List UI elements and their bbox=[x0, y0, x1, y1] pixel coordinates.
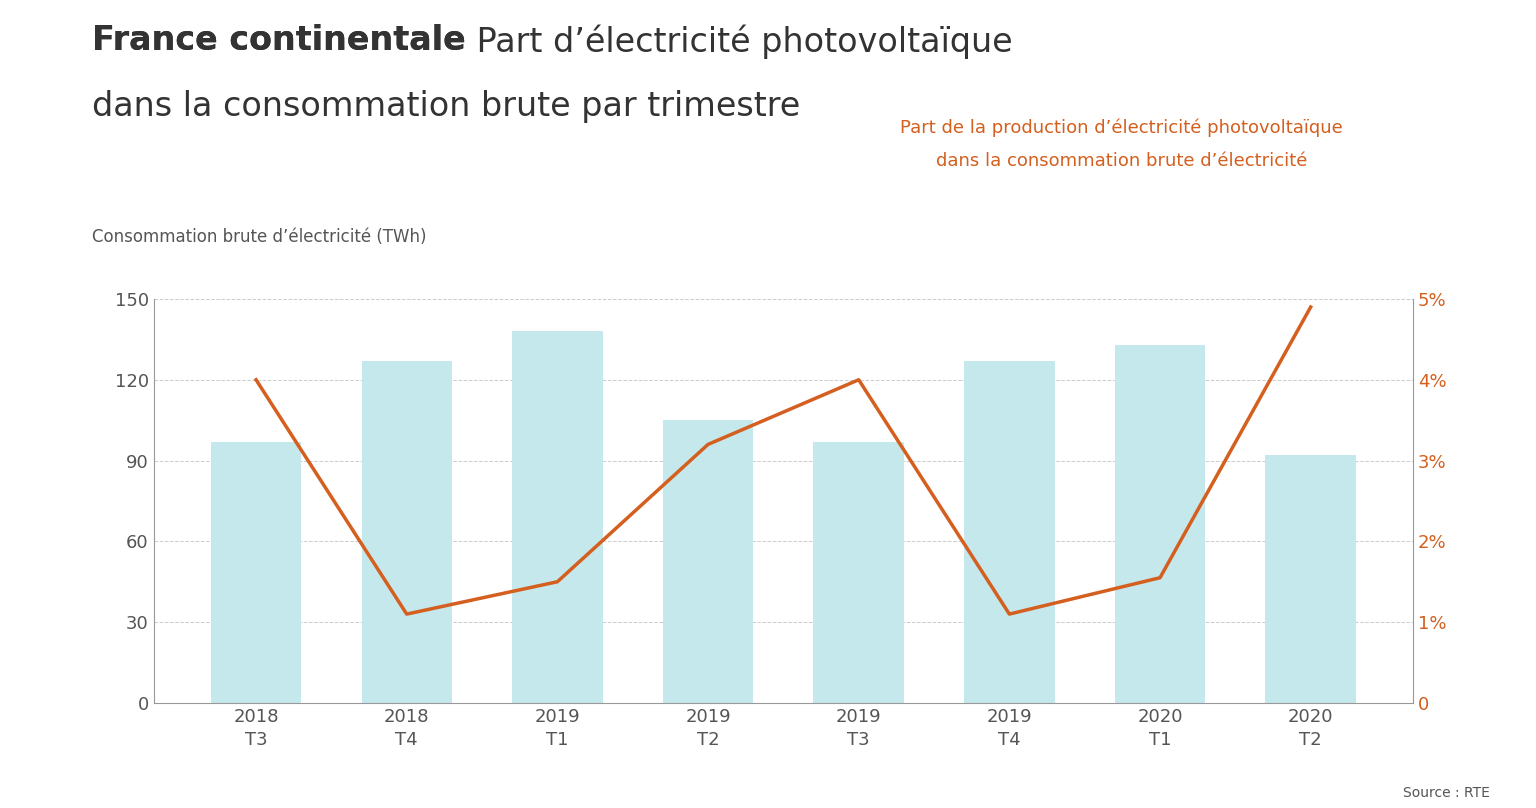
Text: France continentale: France continentale bbox=[92, 24, 465, 57]
Text: dans la consommation brute par trimestre: dans la consommation brute par trimestre bbox=[92, 90, 800, 124]
Text: Source : RTE: Source : RTE bbox=[1402, 786, 1490, 800]
Bar bbox=[1266, 455, 1356, 703]
Bar bbox=[210, 442, 301, 703]
Bar bbox=[511, 331, 602, 703]
Bar bbox=[361, 361, 452, 703]
Bar bbox=[814, 442, 903, 703]
Text: Consommation brute d’électricité (TWh): Consommation brute d’électricité (TWh) bbox=[92, 229, 427, 246]
Bar bbox=[965, 361, 1055, 703]
Text: Part de la production d’électricité photovoltaïque: Part de la production d’électricité phot… bbox=[900, 119, 1342, 137]
Text: Part d’électricité photovoltaïque: Part d’électricité photovoltaïque bbox=[465, 24, 1012, 59]
Text: France continentale: France continentale bbox=[92, 24, 465, 57]
Bar bbox=[1115, 345, 1206, 703]
Text: dans la consommation brute d’électricité: dans la consommation brute d’électricité bbox=[935, 152, 1307, 170]
Bar bbox=[664, 420, 753, 703]
